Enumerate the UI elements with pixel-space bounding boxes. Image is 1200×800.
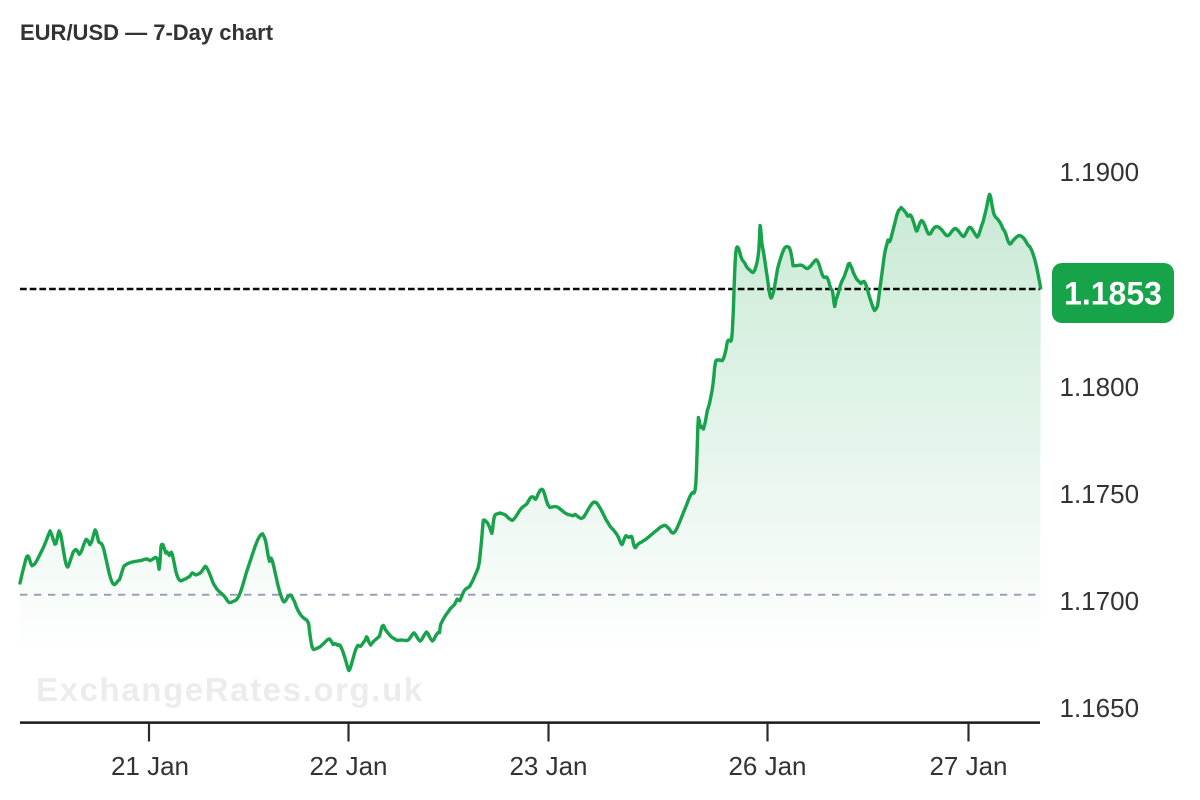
svg-text:23 Jan: 23 Jan [509, 751, 587, 781]
svg-text:1.1800: 1.1800 [1060, 372, 1140, 402]
svg-text:21 Jan: 21 Jan [111, 751, 189, 781]
svg-text:26 Jan: 26 Jan [728, 751, 806, 781]
svg-text:1.1853: 1.1853 [1064, 276, 1162, 312]
svg-text:22 Jan: 22 Jan [309, 751, 387, 781]
svg-text:1.1700: 1.1700 [1060, 586, 1140, 616]
svg-text:1.1650: 1.1650 [1060, 693, 1140, 723]
svg-text:1.1750: 1.1750 [1060, 479, 1140, 509]
svg-text:1.1900: 1.1900 [1060, 157, 1140, 187]
svg-text:27 Jan: 27 Jan [929, 751, 1007, 781]
svg-text:EUR/USD — 7-Day chart: EUR/USD — 7-Day chart [20, 20, 274, 45]
